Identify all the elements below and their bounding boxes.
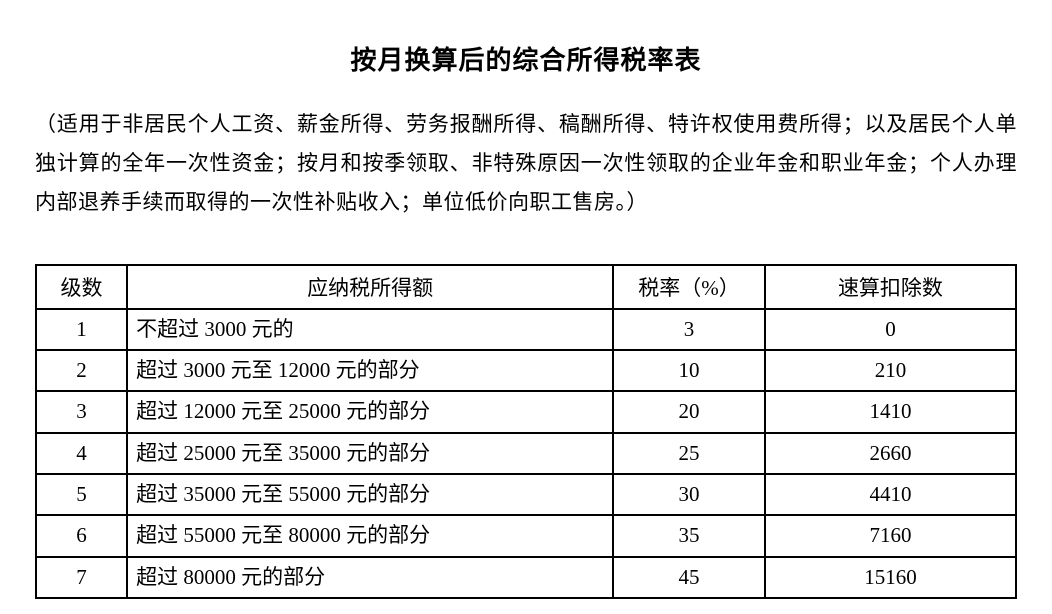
cell-income: 超过 55000 元至 80000 元的部分 [126, 516, 612, 557]
table-row: 5 超过 35000 元至 55000 元的部分 30 4410 [35, 475, 1017, 516]
cell-income: 不超过 3000 元的 [126, 310, 612, 351]
tax-rate-table: 级数 应纳税所得额 税率（%） 速算扣除数 1 不超过 3000 元的 3 0 … [35, 264, 1017, 600]
cell-income: 超过 3000 元至 12000 元的部分 [126, 351, 612, 392]
page-description: （适用于非居民个人工资、薪金所得、劳务报酬所得、稿酬所得、特许权使用费所得；以及… [35, 105, 1017, 222]
page-title: 按月换算后的综合所得税率表 [35, 40, 1017, 77]
header-level: 级数 [35, 264, 126, 310]
table-row: 2 超过 3000 元至 12000 元的部分 10 210 [35, 351, 1017, 392]
cell-deduct: 0 [764, 310, 1017, 351]
cell-deduct: 4410 [764, 475, 1017, 516]
cell-level: 5 [35, 475, 126, 516]
cell-rate: 10 [612, 351, 764, 392]
cell-income: 超过 25000 元至 35000 元的部分 [126, 434, 612, 475]
header-income: 应纳税所得额 [126, 264, 612, 310]
header-rate: 税率（%） [612, 264, 764, 310]
table-row: 4 超过 25000 元至 35000 元的部分 25 2660 [35, 434, 1017, 475]
table-row: 6 超过 55000 元至 80000 元的部分 35 7160 [35, 516, 1017, 557]
cell-income: 超过 35000 元至 55000 元的部分 [126, 475, 612, 516]
cell-deduct: 2660 [764, 434, 1017, 475]
table-row: 1 不超过 3000 元的 3 0 [35, 310, 1017, 351]
cell-rate: 30 [612, 475, 764, 516]
cell-level: 6 [35, 516, 126, 557]
cell-level: 3 [35, 392, 126, 433]
table-row: 3 超过 12000 元至 25000 元的部分 20 1410 [35, 392, 1017, 433]
cell-level: 4 [35, 434, 126, 475]
cell-rate: 45 [612, 558, 764, 599]
cell-deduct: 1410 [764, 392, 1017, 433]
header-deduct: 速算扣除数 [764, 264, 1017, 310]
cell-rate: 25 [612, 434, 764, 475]
cell-rate: 35 [612, 516, 764, 557]
cell-income: 超过 80000 元的部分 [126, 558, 612, 599]
cell-deduct: 210 [764, 351, 1017, 392]
cell-rate: 20 [612, 392, 764, 433]
cell-rate: 3 [612, 310, 764, 351]
table-header-row: 级数 应纳税所得额 税率（%） 速算扣除数 [35, 264, 1017, 310]
cell-income: 超过 12000 元至 25000 元的部分 [126, 392, 612, 433]
cell-deduct: 15160 [764, 558, 1017, 599]
cell-level: 7 [35, 558, 126, 599]
cell-level: 2 [35, 351, 126, 392]
cell-deduct: 7160 [764, 516, 1017, 557]
table-row: 7 超过 80000 元的部分 45 15160 [35, 558, 1017, 599]
cell-level: 1 [35, 310, 126, 351]
